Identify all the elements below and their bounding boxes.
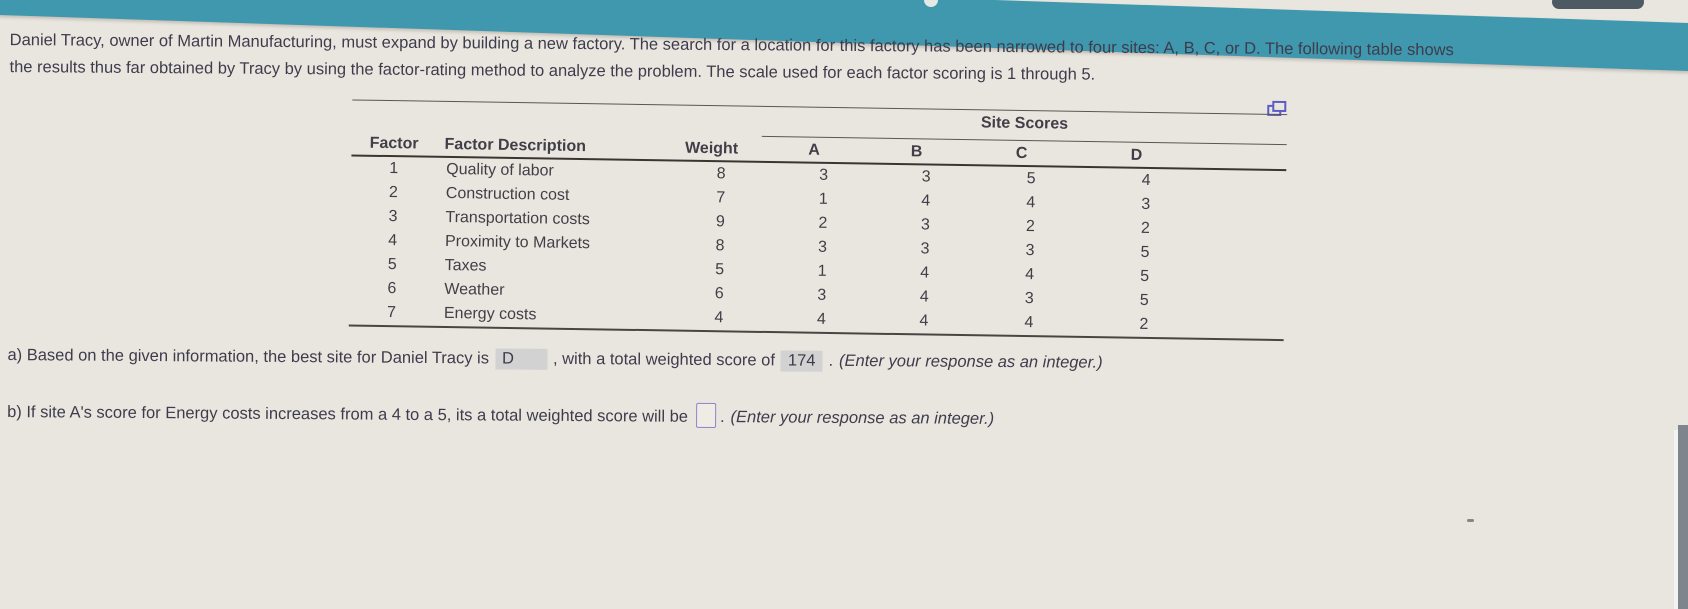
cell-site-d: 3	[1141, 195, 1151, 214]
answer-input[interactable]	[695, 402, 717, 429]
cell-description: Quality of labor	[446, 160, 554, 180]
screen-edge	[1678, 425, 1688, 609]
col-header-site-a: A	[808, 141, 820, 159]
question-a-note: (Enter your response as an integer.)	[839, 351, 1103, 372]
cell-factor: 1	[389, 160, 399, 178]
cell-site-a: 1	[817, 262, 827, 280]
cell-site-c: 4	[1026, 194, 1036, 212]
cell-site-c: 5	[1026, 170, 1036, 188]
cell-site-d: 5	[1140, 267, 1150, 286]
cell-site-a: 1	[818, 190, 828, 208]
cell-site-a: 4	[816, 310, 826, 328]
question-a-period: .	[828, 351, 834, 370]
question-b-note: (Enter your response as an integer.)	[730, 408, 995, 428]
cell-site-c: 4	[1025, 266, 1035, 284]
col-header-site-d: D	[1130, 146, 1143, 164]
cell-factor: 5	[387, 256, 397, 274]
cell-site-d: 4	[1141, 171, 1151, 190]
factor-rating-table: Site Scores Factor Factor Description We…	[348, 99, 1288, 342]
cell-site-b: 4	[921, 192, 931, 210]
cell-description: Construction cost	[445, 184, 570, 204]
cell-site-b: 3	[920, 216, 930, 234]
scroll-handle	[1552, 0, 1644, 9]
question-a: a) Based on the given information, the b…	[7, 345, 1103, 374]
col-header-description: Factor Description	[444, 135, 587, 156]
question-a-text-2: , with a total weighted score of	[552, 349, 776, 370]
cell-factor: 2	[388, 184, 398, 202]
cell-site-c: 3	[1025, 242, 1035, 260]
cell-site-b: 4	[919, 312, 929, 330]
site-scores-header: Site Scores	[980, 114, 1069, 133]
score-answer-box[interactable]: 174	[780, 350, 823, 372]
cell-site-d: 5	[1140, 243, 1150, 262]
cell-site-c: 3	[1024, 290, 1034, 308]
cell-weight: 8	[715, 237, 725, 255]
col-header-site-c: C	[1015, 144, 1028, 163]
cell-site-a: 2	[818, 214, 828, 232]
cell-site-d: 2	[1140, 219, 1150, 238]
cell-site-d: 5	[1139, 291, 1149, 309]
cell-description: Taxes	[444, 256, 487, 275]
cell-factor: 4	[388, 232, 398, 250]
col-header-weight: Weight	[684, 139, 739, 158]
cell-site-c: 4	[1024, 314, 1034, 332]
problem-statement: Daniel Tracy, owner of Martin Manufactur…	[9, 31, 1454, 84]
cell-site-d: 2	[1139, 315, 1149, 333]
cell-weight: 5	[715, 261, 725, 279]
cell-weight: 6	[714, 285, 724, 303]
cell-site-c: 2	[1025, 218, 1035, 236]
dust-speck	[1467, 519, 1474, 522]
cell-weight: 9	[715, 213, 726, 231]
cell-factor: 7	[386, 304, 397, 322]
copy-icon[interactable]	[1265, 99, 1287, 119]
question-b: b) If site A's score for Energy costs in…	[7, 398, 994, 430]
cell-description: Energy costs	[443, 304, 537, 324]
question-a-text: a) Based on the given information, the b…	[7, 346, 490, 368]
question-b-period: .	[719, 408, 725, 427]
cell-site-a: 3	[819, 166, 829, 184]
cell-weight: 7	[716, 189, 726, 207]
cell-site-b: 4	[920, 264, 930, 282]
cell-weight: 8	[716, 165, 726, 183]
cell-weight: 4	[714, 309, 724, 327]
screen-edge-highlight	[1674, 430, 1678, 609]
cell-description: Weather	[444, 280, 505, 299]
col-header-site-b: B	[910, 143, 923, 161]
cell-site-a: 3	[817, 238, 828, 256]
cell-site-b: 4	[919, 288, 929, 306]
cell-site-b: 3	[920, 240, 930, 258]
cell-site-a: 3	[817, 286, 827, 304]
site-answer-box[interactable]: D	[494, 348, 548, 370]
cell-description: Proximity to Markets	[444, 232, 591, 253]
cell-factor: 6	[387, 280, 397, 298]
cell-site-b: 3	[921, 168, 931, 186]
col-header-factor: Factor	[369, 134, 419, 153]
cell-factor: 3	[388, 208, 398, 226]
question-b-text: b) If site A's score for Energy costs in…	[7, 403, 689, 426]
scroll-notch	[924, 0, 938, 7]
cell-description: Transportation costs	[445, 208, 590, 229]
